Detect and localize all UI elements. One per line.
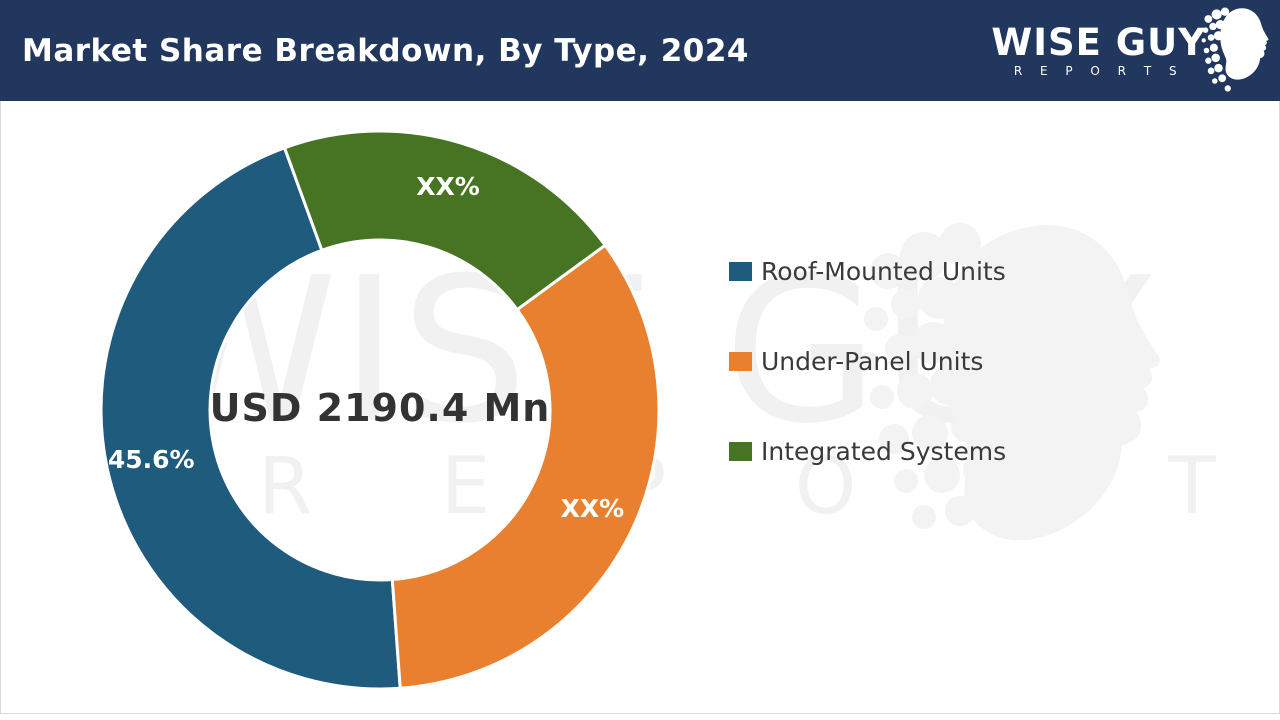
legend-item-under-panel-units: Under-Panel Units [729, 344, 1006, 378]
logo-text: WISE GUY R E P O R T S [991, 20, 1206, 79]
legend-item-integrated-systems: Integrated Systems [729, 434, 1006, 468]
legend-swatch-icon [729, 441, 752, 461]
donut-slice-roof-mounted-units [99, 146, 402, 691]
wiseguy-logo: WISE GUY R E P O R T S [991, 4, 1274, 97]
chart-title: Market Share Breakdown, By Type, 2024 [22, 32, 750, 69]
legend-label: Roof-Mounted Units [761, 256, 1006, 286]
watermark-face-icon [861, 223, 1160, 541]
donut-slice-under-panel-units [390, 243, 661, 690]
legend-label: Integrated Systems [761, 436, 1007, 466]
logo-wordmark: WISE GUY [991, 20, 1206, 64]
logo-face-icon [1201, 7, 1269, 92]
legend-item-roof-mounted-units: Roof-Mounted Units [729, 254, 1006, 288]
legend-swatch-icon [729, 261, 752, 281]
chart-legend: Roof-Mounted Units Under-Panel Units Int… [729, 254, 1006, 524]
slice-percentage-label: XX% [561, 494, 625, 523]
slice-percentage-label: XX% [416, 172, 480, 201]
logo-subtext: R E P O R T S [1013, 64, 1184, 79]
header-bar: Market Share Breakdown, By Type, 2024 WI… [0, 0, 1280, 101]
slice-percentage-label: 45.6% [108, 445, 195, 474]
donut-center-value: USD 2190.4 Mn [209, 386, 551, 430]
legend-label: Under-Panel Units [761, 346, 984, 376]
legend-swatch-icon [729, 351, 752, 371]
donut-slice-integrated-systems [283, 129, 607, 312]
